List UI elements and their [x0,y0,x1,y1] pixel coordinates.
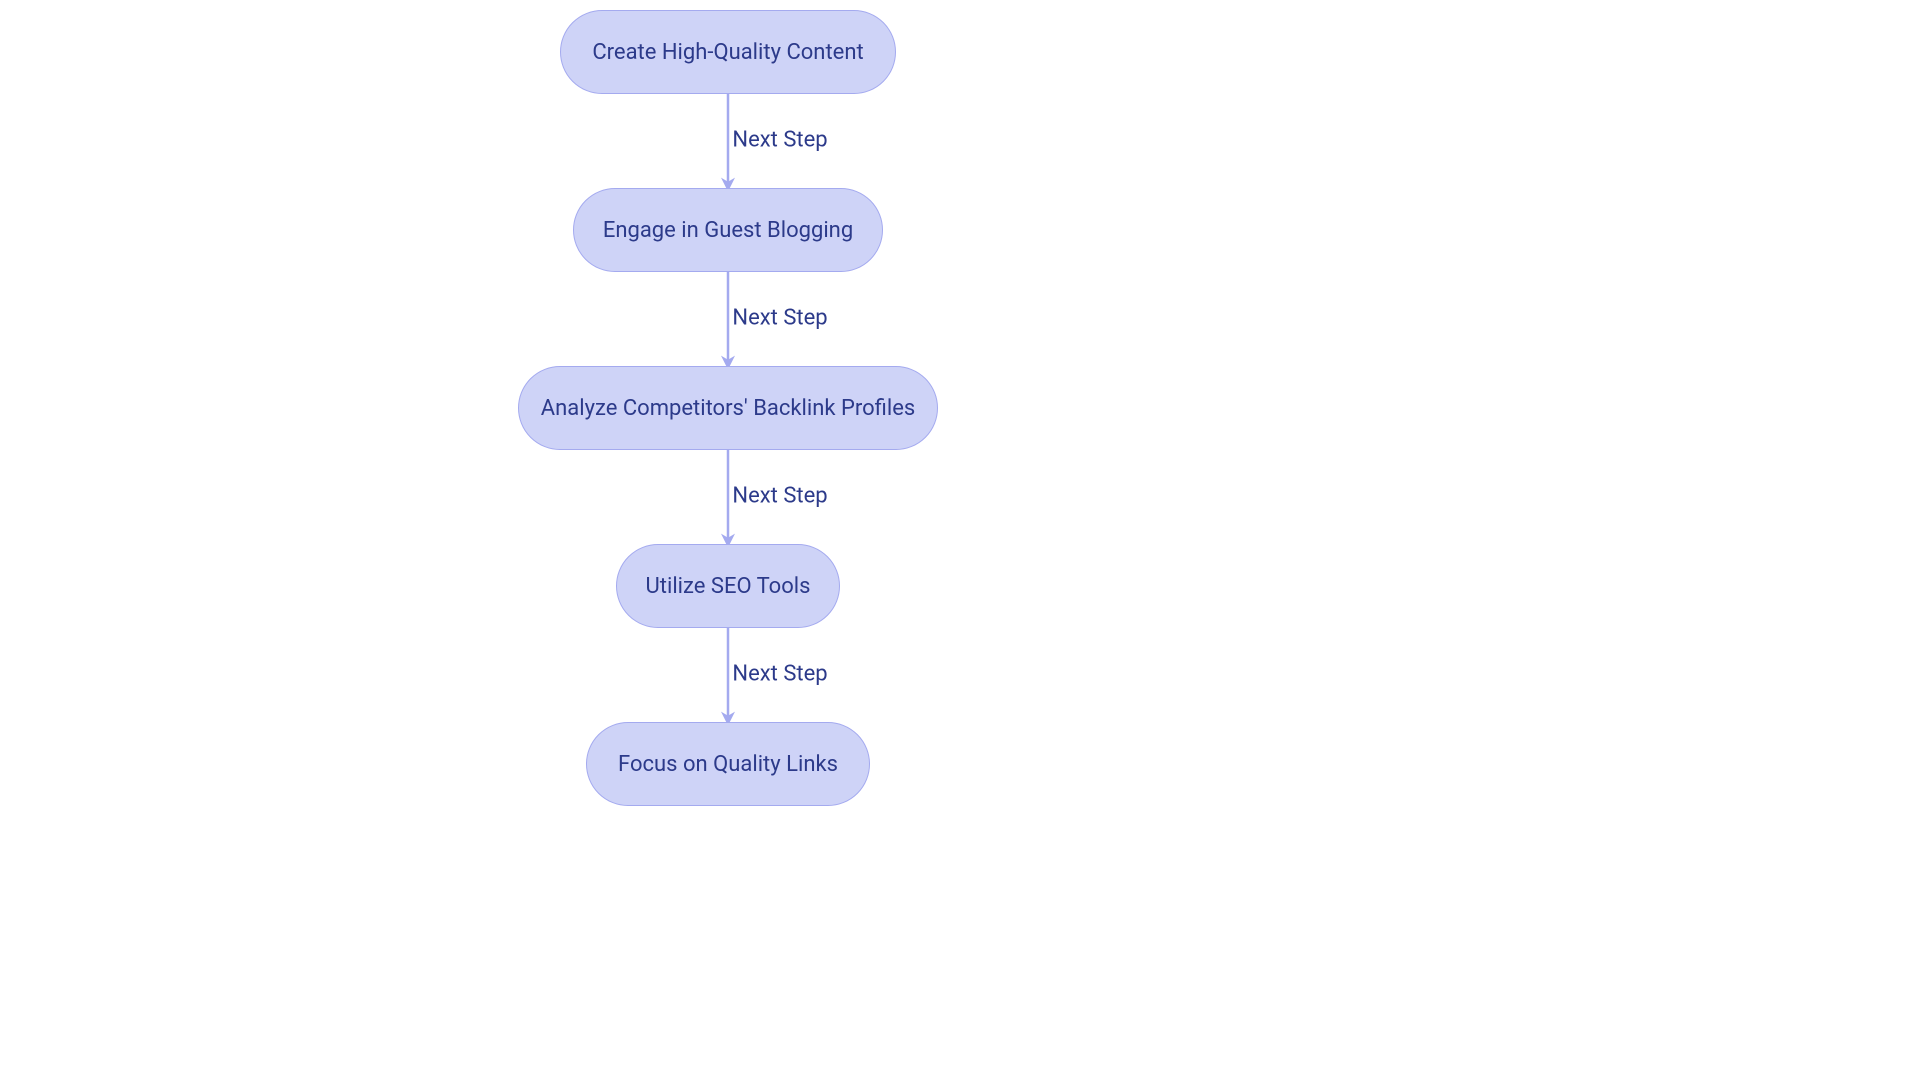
flowchart-edge-label: Next Step [732,662,827,687]
flowchart-node-label: Create High-Quality Content [592,40,863,65]
flowchart-node-label: Utilize SEO Tools [646,574,811,599]
flowchart-node: Analyze Competitors' Backlink Profiles [518,366,938,450]
flowchart-node-label: Engage in Guest Blogging [603,218,853,243]
flowchart-edge-label: Next Step [732,128,827,153]
flowchart-node-label: Focus on Quality Links [618,752,838,777]
flowchart-node-label: Analyze Competitors' Backlink Profiles [541,396,915,421]
edges-layer [0,0,1920,1083]
flowchart-node: Utilize SEO Tools [616,544,840,628]
flowchart-node: Create High-Quality Content [560,10,896,94]
flowchart-node: Focus on Quality Links [586,722,870,806]
flowchart-edge-label: Next Step [732,306,827,331]
flowchart-node: Engage in Guest Blogging [573,188,883,272]
flowchart-canvas: Create High-Quality Content Engage in Gue… [0,0,1920,1083]
flowchart-edge-label: Next Step [732,484,827,509]
